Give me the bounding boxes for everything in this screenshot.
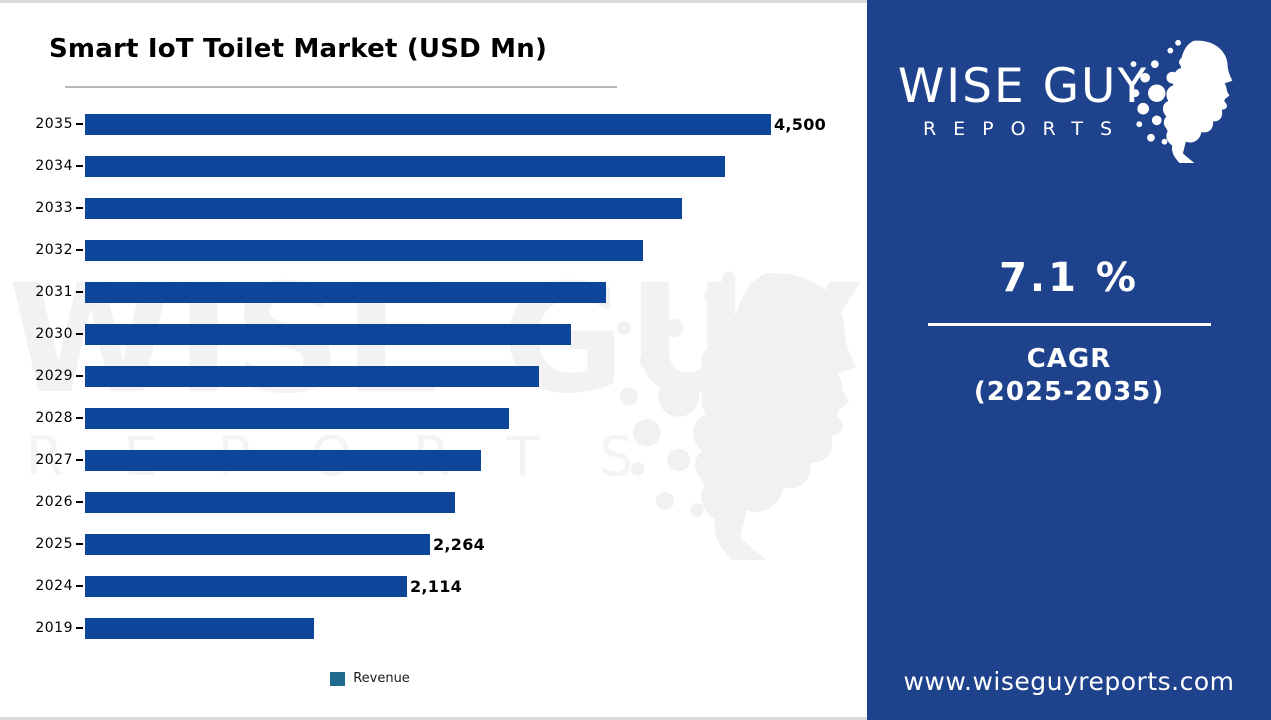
bar-row-2026: 2026 <box>30 481 867 523</box>
bar-row-2024: 2024 2,114 <box>30 565 867 607</box>
revenue-bar-2027[interactable] <box>85 449 481 471</box>
bar-track <box>85 365 867 387</box>
y-axis-tick-mark <box>76 459 83 461</box>
bar-row-2027: 2027 <box>30 439 867 481</box>
brand-sidebar: WISE GUY REPORTS 7.1 % CAGR (2025-2035) … <box>867 0 1271 720</box>
logo-brand-text: WISE GUY <box>897 58 1149 114</box>
y-axis-tick-mark <box>76 501 83 503</box>
y-axis-tick-label: 2025 <box>35 536 73 552</box>
logo-reports-text: REPORTS <box>922 117 1130 140</box>
y-axis-tick-label: 2033 <box>35 200 73 216</box>
y-axis-tick-label: 2019 <box>35 620 73 636</box>
y-axis-tick-label: 2027 <box>35 452 73 468</box>
website-link[interactable]: www.wiseguyreports.com <box>903 667 1235 696</box>
cagr-range: (2025-2035) <box>973 377 1165 407</box>
bar-track <box>85 239 867 261</box>
y-axis-tick-label: 2028 <box>35 410 73 426</box>
revenue-bar-2034[interactable] <box>85 155 725 177</box>
bar-row-2032: 2032 <box>30 229 867 271</box>
wise-guy-logo: WISE GUY REPORTS <box>898 35 1240 163</box>
cagr-divider <box>927 323 1211 326</box>
bar-track: 2,264 <box>85 533 867 555</box>
y-axis-tick-mark <box>76 627 83 629</box>
chart-panel: WISE GUY REPORTS Smart IoT Toilet Market… <box>0 0 867 720</box>
y-axis-tick-label: 2034 <box>35 158 73 174</box>
legend-label-revenue: Revenue <box>353 671 410 686</box>
y-axis-tick-label: 2030 <box>35 326 73 342</box>
revenue-bar-2035[interactable] <box>85 113 771 135</box>
bar-row-2029: 2029 <box>30 355 867 397</box>
revenue-bar-2019[interactable] <box>85 617 314 639</box>
bar-value-label: 4,500 <box>774 114 827 134</box>
bar-row-2035: 2035 4,500 <box>30 103 867 145</box>
bar-track <box>85 323 867 345</box>
bar-track: 4,500 <box>85 113 867 135</box>
y-axis-tick-mark <box>76 585 83 587</box>
y-axis-tick-label: 2035 <box>35 116 73 132</box>
bar-chart: 2035 4,500 2034 2033 2032 2031 2030 2029 2028 202… <box>0 103 867 649</box>
y-axis-tick-label: 2029 <box>35 368 73 384</box>
brain-face-logo-icon <box>1130 39 1233 163</box>
y-axis-tick-mark <box>76 207 83 209</box>
bar-track <box>85 155 867 177</box>
cagr-value: 7.1 % <box>999 255 1139 301</box>
y-axis-tick-mark <box>76 375 83 377</box>
wise-guy-logo-text: WISE GUY REPORTS <box>898 59 1148 140</box>
revenue-bar-2031[interactable] <box>85 281 606 303</box>
bar-row-2033: 2033 <box>30 187 867 229</box>
revenue-bar-2026[interactable] <box>85 491 455 513</box>
bar-row-2019: 2019 <box>30 607 867 649</box>
revenue-bar-2033[interactable] <box>85 197 682 219</box>
revenue-bar-2024[interactable] <box>85 575 407 597</box>
title-underline <box>65 86 617 88</box>
revenue-bar-2029[interactable] <box>85 365 539 387</box>
legend[interactable]: Revenue <box>0 671 740 686</box>
bar-row-2034: 2034 <box>30 145 867 187</box>
legend-swatch-revenue <box>330 671 346 686</box>
revenue-bar-2032[interactable] <box>85 239 643 261</box>
y-axis-tick-mark <box>76 417 83 419</box>
bar-row-2031: 2031 <box>30 271 867 313</box>
revenue-bar-2028[interactable] <box>85 407 509 429</box>
revenue-bar-2030[interactable] <box>85 323 571 345</box>
bar-track <box>85 197 867 219</box>
y-axis-tick-mark <box>76 291 83 293</box>
bar-track <box>85 449 867 471</box>
bar-track <box>85 407 867 429</box>
bar-track <box>85 617 867 639</box>
bar-value-label: 2,264 <box>433 534 486 554</box>
y-axis-tick-mark <box>76 543 83 545</box>
bar-track <box>85 491 867 513</box>
cagr-label: CAGR <box>1026 344 1112 374</box>
y-axis-tick-label: 2032 <box>35 242 73 258</box>
y-axis-tick-mark <box>76 165 83 167</box>
bar-track: 2,114 <box>85 575 867 597</box>
y-axis-tick-label: 2031 <box>35 284 73 300</box>
bar-value-label: 2,114 <box>410 576 463 596</box>
y-axis-tick-mark <box>76 333 83 335</box>
y-axis-tick-mark <box>76 249 83 251</box>
bar-row-2028: 2028 <box>30 397 867 439</box>
bar-row-2030: 2030 <box>30 313 867 355</box>
y-axis-tick-label: 2026 <box>35 494 73 510</box>
bar-row-2025: 2025 2,264 <box>30 523 867 565</box>
bar-track <box>85 281 867 303</box>
chart-title: Smart IoT Toilet Market (USD Mn) <box>49 34 548 64</box>
y-axis-tick-label: 2024 <box>35 578 73 594</box>
cagr-block: 7.1 % CAGR (2025-2035) <box>867 255 1271 407</box>
revenue-bar-2025[interactable] <box>85 533 430 555</box>
y-axis-tick-mark <box>76 123 83 125</box>
